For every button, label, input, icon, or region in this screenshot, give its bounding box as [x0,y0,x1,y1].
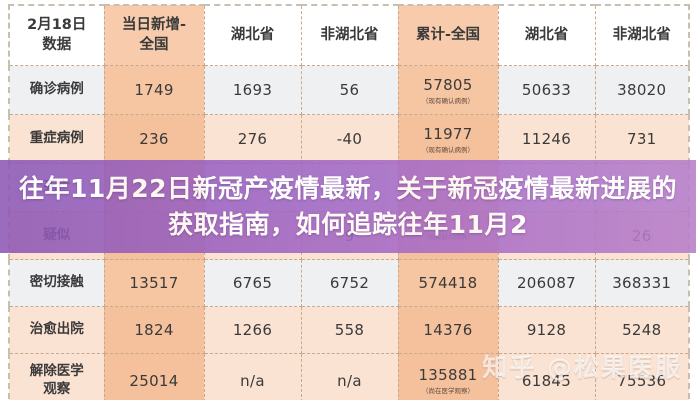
table-row: 密切接触 13517 6765 6752 574418 206087 36833… [8,259,690,307]
cell-1-3: 11977 （现有确认病例） [397,114,499,164]
cell-4-1: 6765 [203,259,302,307]
headline-overlay-text: 往年11月22日新冠产疫情最新，关于新冠疫情最新进展的获取指南，如何追踪往年11… [18,174,678,239]
row-label-close-contacts: 密切接触 [8,259,105,307]
cell-6-2: n/a [300,353,399,400]
headline-overlay-banner: 往年11月22日新冠产疫情最新，关于新冠疫情最新进展的获取指南，如何追踪往年11… [0,160,696,253]
cell-1-0: 236 [103,114,205,164]
row-label-recovered: 治愈出院 [8,306,105,354]
cell-6-3-note: （尚在医学观察） [422,387,474,395]
header-label-3: 非湖北省 [320,26,379,43]
cell-6-1: n/a [203,353,302,400]
header-cell-daily-hubei: 湖北省 [203,4,302,66]
cell-5-2: 558 [300,306,399,354]
cell-4-0: 13517 [103,259,205,307]
cell-4-3: 574418 [397,259,499,307]
cell-0-5: 38020 [594,65,690,115]
header-cell-daily-non-hubei: 非湖北省 [300,4,399,66]
cell-5-4: 9128 [497,306,596,354]
cell-1-1: 276 [203,114,302,164]
cell-0-3: 57805 （现有确认病例） [397,65,499,115]
header-label-4: 累计-全国 [415,26,481,43]
header-cell-total-non-hubei: 非湖北省 [594,4,690,66]
row-label-confirmed: 确诊病例 [8,65,105,115]
header-label-5: 湖北省 [524,26,569,43]
cell-5-1: 1266 [203,306,302,354]
row-label-severe: 重症病例 [8,114,105,164]
cell-6-3: 135881 （尚在医学观察） [397,353,499,400]
cell-1-5: 731 [594,114,690,164]
cell-4-2: 6752 [300,259,399,307]
cell-6-4: 61845 [497,353,596,400]
table-row: 解除医学 观察 25014 n/a n/a 135881 （尚在医学观察） 6184… [8,353,690,400]
cell-4-4: 206087 [497,259,596,307]
header-label-2: 湖北省 [230,26,275,43]
cell-6-3-value: 135881 [418,366,478,384]
cell-0-0: 1749 [103,65,205,115]
cell-0-3-value: 57805 [423,75,473,94]
cell-5-3: 14376 [397,306,499,354]
header-label-1: 当日新增- 全国 [121,16,187,53]
header-cell-daily-national: 当日新增- 全国 [103,4,205,66]
cell-0-4: 50633 [497,65,596,115]
table-row: 治愈出院 1824 1266 558 14376 9128 5248 [8,306,690,354]
header-label-0: 2月18日 数据 [27,16,87,53]
header-cell-total-national: 累计-全国 [397,4,499,66]
table-header-row: 2月18日 数据 当日新增- 全国 湖北省 非湖北省 累计-全国 湖北省 非湖北省 [8,4,690,66]
cell-0-3-note: （现有确认病例） [422,96,474,105]
cell-1-2: -40 [300,114,399,164]
header-cell-total-hubei: 湖北省 [497,4,596,66]
cell-1-3-note: （现有确认病例） [422,145,474,154]
header-label-6: 非湖北省 [612,26,671,43]
cell-1-4: 11246 [497,114,596,164]
cell-4-5: 368331 [594,259,690,307]
cell-6-5: 75536 [594,353,690,400]
table-row: 确诊病例 1749 1693 56 57805 （现有确认病例） 50633 38… [8,65,690,115]
cell-0-2: 56 [300,65,399,115]
row-label-released-observation: 解除医学 观察 [8,353,105,400]
header-cell-date: 2月18日 数据 [8,4,105,66]
cell-0-1: 1693 [203,65,302,115]
cell-6-0: 25014 [103,353,205,400]
cell-5-5: 5248 [594,306,690,354]
table-row: 重症病例 236 276 -40 11977 （现有确认病例） 11246 731 [8,114,690,164]
cell-1-3-value: 11977 [423,124,473,143]
cell-5-0: 1824 [103,306,205,354]
